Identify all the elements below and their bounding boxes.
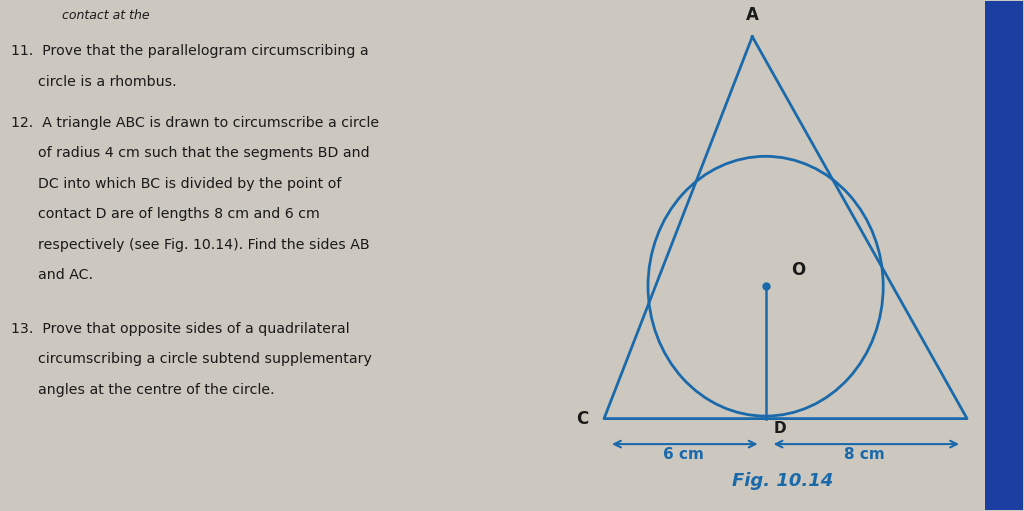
- Bar: [985, 1, 1023, 510]
- Text: circle is a rhombus.: circle is a rhombus.: [11, 75, 176, 89]
- Text: circumscribing a circle subtend supplementary: circumscribing a circle subtend suppleme…: [11, 353, 372, 366]
- Text: 13.  Prove that opposite sides of a quadrilateral: 13. Prove that opposite sides of a quadr…: [11, 322, 349, 336]
- Text: A: A: [745, 6, 759, 24]
- Text: C: C: [577, 410, 589, 428]
- Text: contact at the: contact at the: [62, 9, 150, 21]
- Text: respectively (see Fig. 10.14). Find the sides AB: respectively (see Fig. 10.14). Find the …: [11, 238, 370, 252]
- Text: 8 cm: 8 cm: [845, 447, 885, 461]
- Text: and AC.: and AC.: [11, 268, 93, 283]
- Text: angles at the centre of the circle.: angles at the centre of the circle.: [11, 383, 274, 397]
- Text: contact D are of lengths 8 cm and 6 cm: contact D are of lengths 8 cm and 6 cm: [11, 207, 319, 221]
- Text: Fig. 10.14: Fig. 10.14: [732, 472, 834, 490]
- Text: of radius 4 cm such that the segments BD and: of radius 4 cm such that the segments BD…: [11, 146, 370, 160]
- Text: 6 cm: 6 cm: [664, 447, 705, 461]
- Text: 12.  A triangle ABC is drawn to circumscribe a circle: 12. A triangle ABC is drawn to circumscr…: [11, 115, 379, 130]
- Text: O: O: [792, 261, 806, 278]
- Text: D: D: [774, 421, 786, 436]
- Text: 11.  Prove that the parallelogram circumscribing a: 11. Prove that the parallelogram circums…: [11, 44, 369, 58]
- Text: DC into which BC is divided by the point of: DC into which BC is divided by the point…: [11, 177, 341, 191]
